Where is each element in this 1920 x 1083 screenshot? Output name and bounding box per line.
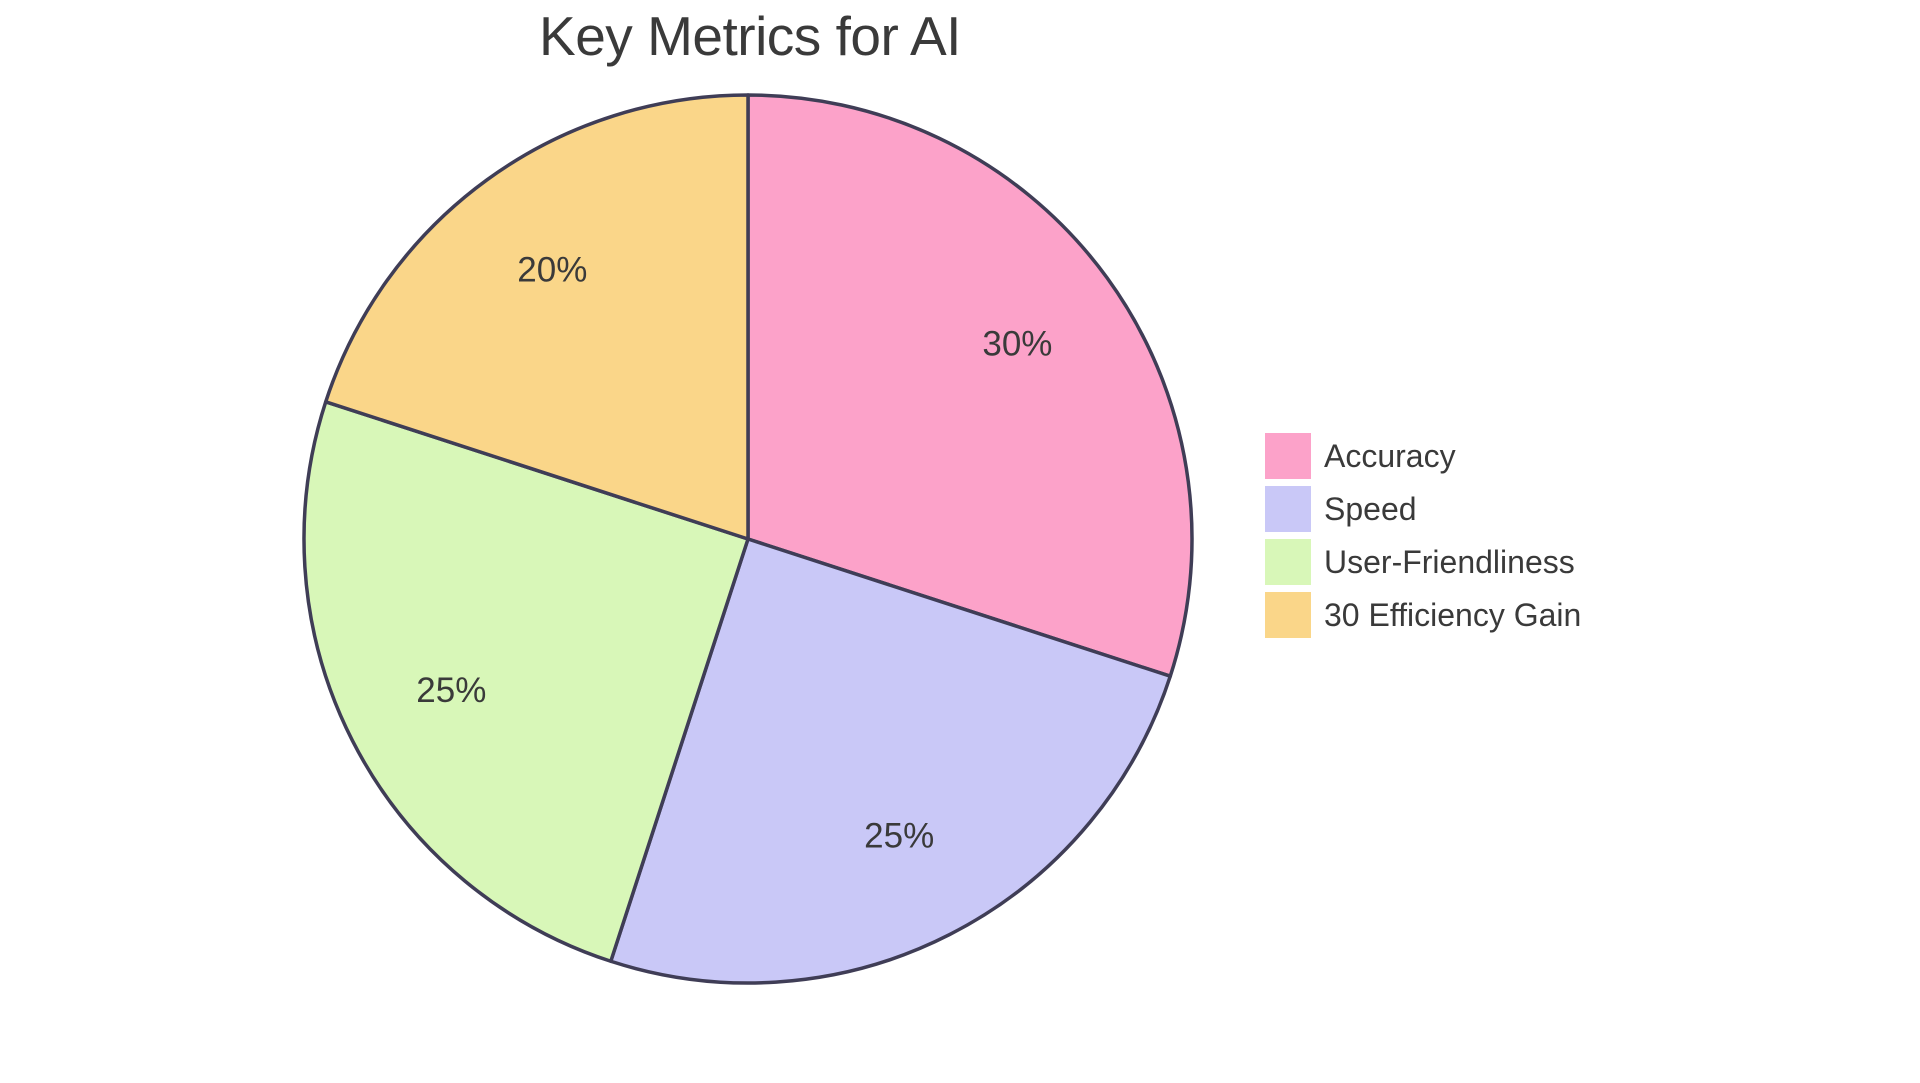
chart-title: Key Metrics for AI — [539, 5, 961, 67]
legend-swatch — [1265, 592, 1311, 638]
pie-slice-speed — [609, 537, 1173, 985]
legend-item-30-efficiency-gain: 30 Efficiency Gain — [1265, 592, 1581, 638]
legend-label: 30 Efficiency Gain — [1324, 596, 1582, 633]
legend-label: Accuracy — [1324, 437, 1456, 474]
slice-percent-label: 25% — [416, 671, 486, 710]
legend-item-accuracy: Accuracy — [1265, 433, 1581, 479]
slice-percent-label: 25% — [864, 817, 934, 856]
pie-slice-user-friendliness — [302, 400, 750, 964]
pie-slice-accuracy — [746, 93, 1194, 678]
legend-swatch — [1265, 486, 1311, 532]
legend-item-user-friendliness: User-Friendliness — [1265, 539, 1581, 585]
pie-slice-30-efficiency-gain — [323, 93, 750, 541]
legend-label: User-Friendliness — [1324, 543, 1575, 580]
slice-percent-label: 30% — [982, 324, 1052, 363]
slice-percent-label: 20% — [517, 251, 587, 290]
legend-swatch — [1265, 433, 1311, 479]
legend-swatch — [1265, 539, 1311, 585]
chart-legend: Accuracy Speed User-Friendliness 30 Efficie… — [1265, 433, 1581, 638]
legend-label: Speed — [1324, 490, 1417, 527]
legend-item-speed: Speed — [1265, 486, 1581, 532]
